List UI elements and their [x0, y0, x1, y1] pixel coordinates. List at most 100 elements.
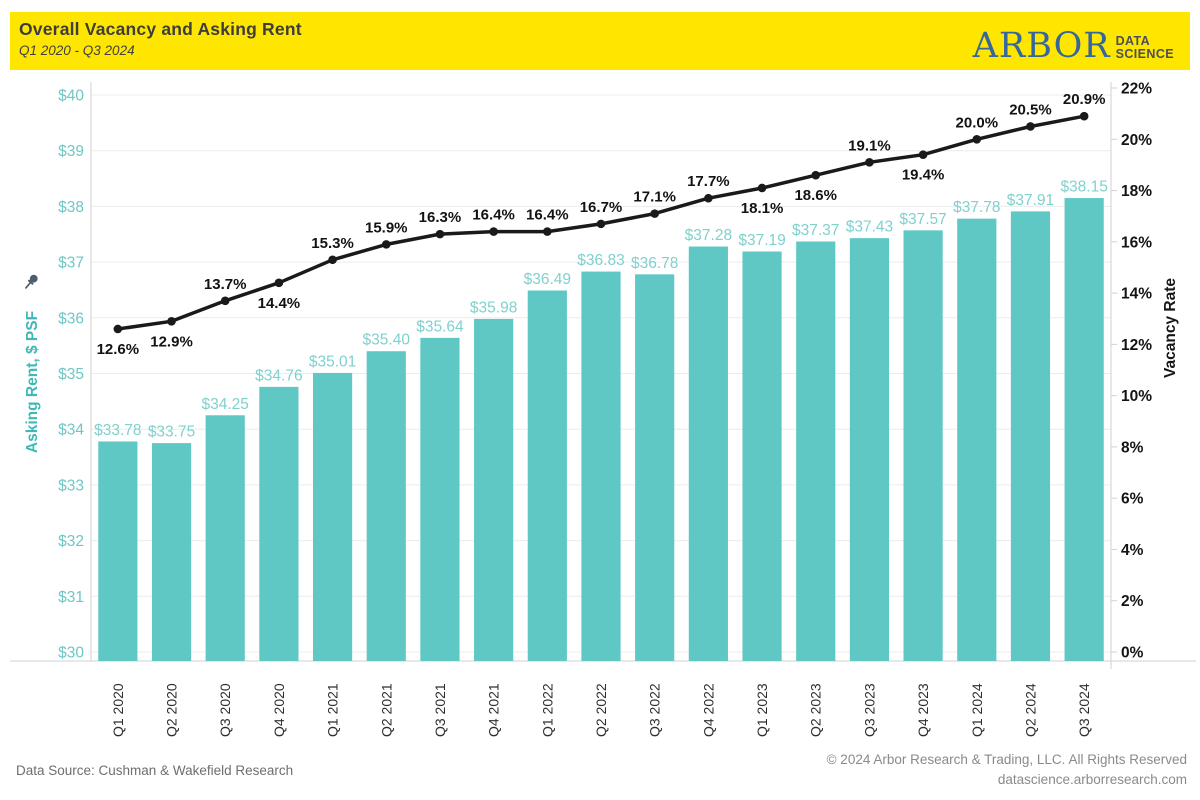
bar-value-label: $35.98	[470, 299, 517, 316]
right-axis-tick-label: 18%	[1121, 183, 1152, 200]
bar-Q4-2021[interactable]	[474, 318, 514, 661]
logo-tagline: DATA SCIENCE	[1116, 35, 1174, 60]
bar-value-label: $37.78	[953, 199, 1000, 216]
vacancy-point-Q2-2022[interactable]	[596, 219, 606, 229]
bar-Q3-2020[interactable]	[205, 415, 245, 661]
bar-Q3-2024[interactable]	[1064, 198, 1104, 662]
bar-value-label: $35.01	[309, 353, 356, 370]
vacancy-value-label: 20.5%	[1009, 101, 1052, 118]
x-tick-label: Q1 2023	[754, 683, 770, 737]
vacancy-value-label: 20.9%	[1063, 91, 1106, 108]
left-axis-tick-label: $33	[58, 477, 84, 494]
vacancy-value-label: 17.1%	[633, 189, 676, 206]
x-tick-label: Q1 2022	[539, 683, 555, 737]
left-axis-tick-label: $30	[58, 645, 84, 662]
bar-Q1-2022[interactable]	[527, 290, 567, 661]
vacancy-point-Q1-2022[interactable]	[543, 227, 552, 236]
vacancy-point-Q2-2023[interactable]	[811, 170, 821, 180]
bar-Q3-2023[interactable]	[849, 238, 890, 662]
right-axis-tick-label: 4%	[1121, 542, 1144, 559]
bar-value-label: $37.37	[792, 222, 839, 239]
x-tick-label: Q2 2024	[1022, 683, 1038, 737]
bar-value-label: $34.76	[255, 367, 302, 384]
bar-Q1-2020[interactable]	[98, 441, 138, 661]
vacancy-point-Q4-2021[interactable]	[489, 227, 498, 236]
vacancy-point-Q4-2020[interactable]	[274, 278, 284, 288]
x-tick-label: Q3 2020	[217, 683, 233, 737]
vacancy-value-label: 14.4%	[258, 295, 301, 312]
x-tick-label: Q4 2023	[915, 683, 931, 737]
right-axis-tick-label: 10%	[1121, 388, 1152, 405]
vacancy-point-Q3-2023[interactable]	[865, 158, 874, 167]
bar-Q1-2021[interactable]	[312, 372, 353, 661]
logo-tagline-top: DATA	[1115, 34, 1151, 48]
x-tick-label: Q4 2020	[271, 683, 287, 737]
x-tick-label: Q1 2024	[969, 683, 985, 737]
vacancy-point-Q1-2024[interactable]	[972, 134, 982, 144]
x-tick-label: Q2 2021	[378, 683, 394, 737]
left-axis-tick-label: $31	[58, 589, 84, 606]
bar-Q3-2021[interactable]	[420, 337, 460, 661]
vacancy-point-Q4-2022[interactable]	[704, 193, 713, 203]
vacancy-point-Q1-2023[interactable]	[757, 183, 767, 193]
vacancy-point-Q4-2023[interactable]	[918, 150, 928, 159]
vacancy-point-Q3-2022[interactable]	[650, 209, 659, 218]
x-tick-label: Q3 2022	[647, 683, 663, 737]
vacancy-value-label: 16.3%	[419, 209, 462, 226]
vacancy-value-label: 19.4%	[902, 167, 945, 184]
left-axis-tick-label: $37	[58, 255, 84, 272]
left-axis-tick-label: $35	[58, 366, 84, 383]
x-tick-label: Q3 2024	[1076, 683, 1092, 737]
vacancy-value-label: 16.4%	[472, 207, 515, 224]
bar-value-label: $37.19	[738, 232, 785, 249]
data-source-note: Data Source: Cushman & Wakefield Researc…	[16, 763, 294, 778]
left-axis-tick-label: $39	[58, 143, 84, 160]
vacancy-value-label: 18.1%	[741, 200, 784, 217]
vacancy-value-label: 12.6%	[97, 341, 140, 358]
website-link[interactable]: datascience.arborresearch.com	[997, 772, 1187, 787]
left-axis-tick-label: $38	[58, 199, 84, 216]
vacancy-point-Q1-2021[interactable]	[328, 255, 337, 265]
bar-value-label: $34.25	[201, 396, 248, 413]
bar-value-label: $36.83	[577, 252, 624, 269]
page-title: Overall Vacancy and Asking Rent	[19, 19, 302, 39]
bar-Q1-2024[interactable]	[957, 218, 997, 662]
bar-Q2-2020[interactable]	[151, 443, 192, 661]
logo-tagline-bottom: SCIENCE	[1115, 46, 1174, 61]
vacancy-point-Q3-2021[interactable]	[435, 229, 445, 239]
bar-Q2-2023[interactable]	[796, 241, 836, 661]
bar-Q2-2021[interactable]	[366, 351, 406, 661]
vacancy-value-label: 18.6%	[794, 187, 837, 204]
x-tick-label: Q3 2021	[432, 683, 448, 737]
vacancy-point-Q3-2024[interactable]	[1079, 111, 1089, 121]
vacancy-point-Q2-2020[interactable]	[167, 316, 176, 326]
bar-Q2-2022[interactable]	[581, 271, 621, 661]
left-axis-tick-label: $36	[58, 310, 84, 327]
x-tick-label: Q1 2020	[110, 683, 126, 737]
vacancy-point-Q1-2020[interactable]	[113, 324, 123, 334]
right-axis-tick-label: 2%	[1121, 593, 1144, 610]
right-axis-tick-label: 16%	[1121, 234, 1152, 251]
footer-right: © 2024 Arbor Research & Trading, LLC. Al…	[827, 750, 1187, 790]
bar-Q4-2023[interactable]	[903, 230, 943, 661]
vacancy-point-Q2-2021[interactable]	[381, 240, 391, 249]
right-axis-tick-label: 22%	[1121, 81, 1152, 98]
x-tick-label: Q1 2021	[325, 683, 341, 737]
bar-value-label: $37.91	[1007, 192, 1054, 209]
left-axis-tick-label: $32	[58, 533, 84, 550]
vacancy-point-Q2-2024[interactable]	[1026, 122, 1035, 131]
x-tick-label: Q2 2020	[164, 683, 180, 737]
vacancy-rent-chart: Asking Rent, $ PSF Vacancy Rate $30 $31 $3…	[0, 70, 1200, 750]
vacancy-value-label: 15.3%	[311, 235, 354, 252]
vacancy-value-label: 17.7%	[687, 173, 730, 190]
bar-Q4-2020[interactable]	[259, 386, 299, 661]
vacancy-value-label: 20.0%	[956, 114, 999, 131]
right-axis-tick-label: 6%	[1121, 491, 1144, 508]
vacancy-point-Q3-2020[interactable]	[220, 296, 230, 306]
bar-Q4-2022[interactable]	[688, 246, 728, 661]
left-axis-tick-label: $40	[58, 88, 84, 105]
logo-brand-text: ARBOR	[972, 26, 1111, 66]
bar-Q1-2023[interactable]	[742, 251, 782, 661]
bar-Q3-2022[interactable]	[635, 274, 675, 661]
bar-Q2-2024[interactable]	[1010, 211, 1051, 661]
